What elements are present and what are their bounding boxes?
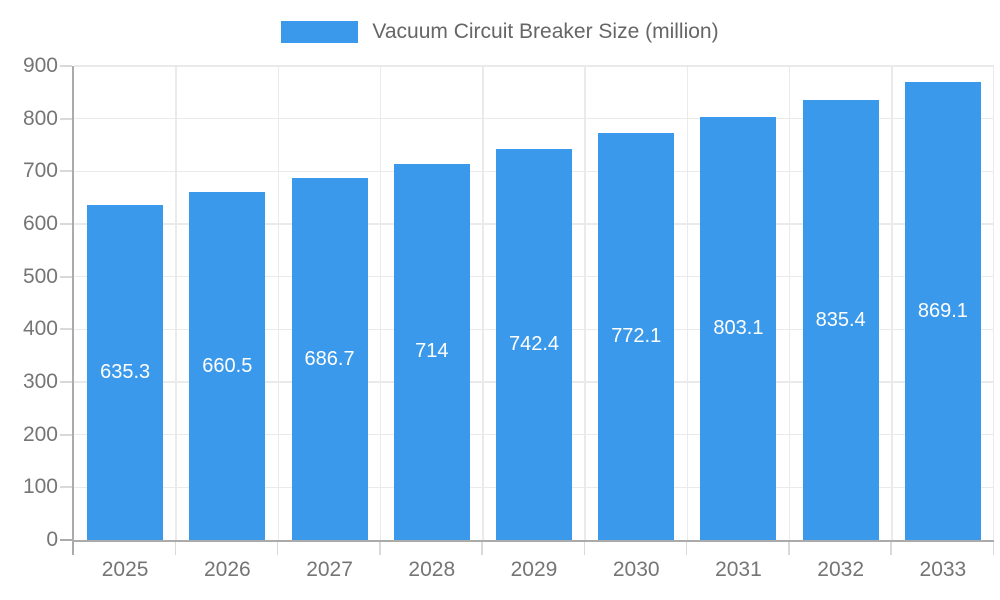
x-gridline (175, 66, 177, 540)
x-axis-label: 2025 (101, 558, 149, 581)
x-gridline (788, 66, 791, 540)
y-axis-tick (60, 381, 72, 383)
x-axis-label: 2031 (715, 558, 762, 581)
x-axis-label: 2026 (203, 558, 251, 581)
bar-value-label: 714 (415, 340, 449, 363)
bar-2033: 869.1 (904, 82, 981, 540)
bar-2027: 686.7 (291, 178, 368, 540)
y-axis-label: 200 (22, 422, 58, 446)
x-gridline (992, 66, 994, 540)
x-axis-tick (788, 542, 790, 555)
x-axis-tick (276, 542, 279, 555)
y-axis-tick (60, 65, 72, 67)
bar-value-label: 835.4 (815, 308, 866, 331)
y-axis-tick (60, 275, 72, 278)
y-axis-tick (60, 433, 72, 436)
y-axis-label: 700 (22, 159, 58, 183)
y-axis-label: 400 (22, 317, 58, 341)
x-gridline (277, 66, 280, 540)
bar-2028: 714 (393, 163, 470, 540)
legend[interactable]: Vacuum Circuit Breaker Size (million) (0, 20, 1000, 44)
bar-2032: 835.4 (802, 100, 879, 540)
y-axis-tick (60, 486, 72, 489)
x-axis-tick (174, 542, 177, 555)
y-axis-label: 500 (22, 264, 58, 288)
x-axis-label: 2029 (510, 558, 558, 581)
x-axis-tick (481, 542, 483, 555)
y-axis-tick (60, 328, 72, 331)
x-axis-label: 2028 (408, 558, 456, 581)
bar-2030: 772.1 (598, 133, 675, 540)
y-axis-tick (60, 223, 72, 225)
x-gridline (482, 66, 484, 540)
bar-value-label: 803.1 (713, 317, 764, 340)
x-gridline (891, 66, 893, 540)
bar-value-label: 869.1 (917, 299, 968, 322)
y-axis-label: 0 (46, 528, 58, 551)
y-gridline (74, 117, 994, 120)
y-axis-label: 900 (22, 54, 58, 77)
plot-area: 635.3 660.5 686.7 714 742.4 772.1 803.1 835.4 86… (72, 65, 994, 542)
bar-2026: 660.5 (189, 192, 266, 540)
y-axis-label: 600 (22, 212, 58, 235)
x-gridline (379, 66, 382, 540)
x-gridline (584, 66, 586, 540)
bar-2031: 803.1 (700, 117, 777, 540)
x-axis-label: 2033 (919, 558, 967, 581)
bar-2025: 635.3 (87, 205, 164, 540)
bar-value-label: 742.4 (508, 333, 560, 355)
bar-value-label: 660.5 (202, 354, 253, 377)
y-axis-label: 800 (22, 106, 58, 130)
legend-label: Vacuum Circuit Breaker Size (million) (372, 20, 719, 43)
y-axis-tick (60, 117, 72, 120)
x-axis-tick (379, 542, 381, 555)
legend-swatch (281, 21, 359, 43)
bar-value-label: 686.7 (304, 347, 355, 370)
x-axis-label: 2030 (612, 558, 660, 581)
y-axis-label: 300 (22, 370, 58, 393)
bar-2029: 742.4 (496, 149, 572, 540)
x-axis-tick (72, 542, 74, 555)
x-axis-tick (583, 542, 586, 555)
bar-value-label: 772.1 (611, 325, 662, 348)
x-axis-tick (890, 542, 892, 555)
x-gridline (686, 66, 689, 540)
x-axis-label: 2032 (817, 558, 865, 581)
y-gridline (74, 65, 994, 67)
y-axis-tick (60, 170, 72, 173)
x-axis-label: 2027 (306, 558, 353, 581)
bar-value-label: 635.3 (100, 361, 151, 384)
y-axis-tick (60, 539, 72, 541)
x-axis-tick (685, 542, 688, 555)
x-axis-tick (992, 542, 994, 555)
y-axis-label: 100 (22, 475, 58, 499)
